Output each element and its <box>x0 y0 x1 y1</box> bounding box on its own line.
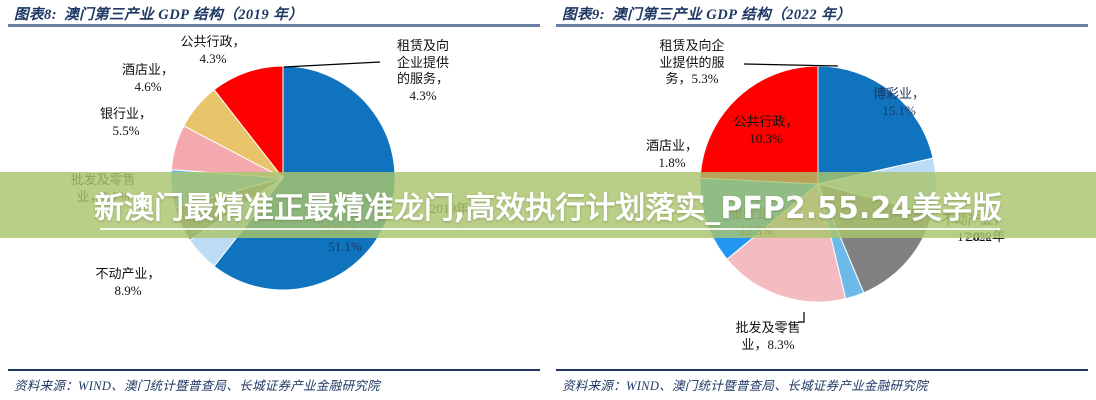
pie-slice[interactable] <box>699 65 819 185</box>
figure-title-text-left: 澳门第三产业 GDP 结构（2019 年） <box>64 7 304 23</box>
title-divider-right <box>556 24 1088 27</box>
pie-slice[interactable] <box>213 65 284 180</box>
source-note-right: 资料来源：WIND、澳门统计暨普查局、长城证券产业金融研究院 <box>562 379 928 393</box>
pie-label-租赁及向企业提供的服务: 租赁及向企 业提供的服 务，5.3% <box>659 38 725 87</box>
figure-title-left: 图表8: 澳门第三产业 GDP 结构（2019 年） <box>14 3 303 24</box>
year-annotation: 2019年 <box>430 201 470 216</box>
leader-line <box>283 61 381 68</box>
leader-lines <box>283 61 381 68</box>
pie-label-公共行政: 公共行政， 4.3% <box>180 34 246 66</box>
leader-lines <box>743 63 839 323</box>
pie-slice[interactable] <box>817 65 934 185</box>
leader-line <box>798 312 805 323</box>
pie-label-批发及零售业: 批发及零售 业，8.3% <box>735 320 801 352</box>
source-divider-left <box>8 369 540 371</box>
source-note-left: 资料来源：WIND、澳门统计暨普查局、长城证券产业金融研究院 <box>14 379 380 393</box>
pie-label-批发及零售业: 批发及零售 业，5.7% <box>70 172 136 204</box>
pie-label-公共行政: 公共行政， 10.3% <box>733 114 799 146</box>
figure-panel-right: 图表9: 澳门第三产业 GDP 结构（2022 年） 博彩业， 15.1% 租赁及向… <box>548 0 1096 400</box>
pie-chart-left: 博彩业， 51.1% 租赁及向 企业提供 的服务， 4.3% 公共行政， 4.3% 酒… <box>0 26 548 366</box>
year-annotation: 2022年 <box>966 229 1006 244</box>
pie-label-博彩业: 博彩业， 51.1% <box>318 222 371 254</box>
figure-panel-left: 图表8: 澳门第三产业 GDP 结构（2019 年） 博彩业， 51.1% 租赁及向… <box>0 3 548 393</box>
figure-number-right: 图表9: <box>562 7 606 23</box>
pie-label-酒店业: 酒店业， 1.8% <box>645 138 698 170</box>
pie-chart-right: 博彩业， 15.1% 租赁及向企 业提供的服 务，5.3% 公共行政， 10.3% 酒… <box>548 26 1096 366</box>
pie-label-银行业: 银行业， 12.5% <box>729 206 782 238</box>
figure-title-text-right: 澳门第三产业 GDP 结构（2022 年） <box>612 7 852 23</box>
figure-title-right: 图表9: 澳门第三产业 GDP 结构（2022 年） <box>562 3 851 24</box>
pie-label-酒店业: 酒店业， 4.6% <box>121 62 174 94</box>
figure-number-left: 图表8: <box>14 7 58 23</box>
pie-label-租赁及向企业提供的服务: 租赁及向 企业提供 的服务， 4.3% <box>396 38 449 103</box>
source-divider-right <box>556 369 1088 371</box>
pie-label-不动产业: 不动产业， 8.9% <box>95 266 161 298</box>
leader-line <box>743 63 839 67</box>
pie-label-银行业: 银行业， 5.5% <box>99 106 152 138</box>
title-divider-left <box>8 24 540 27</box>
pie-label-博彩业: 博彩业， 15.1% <box>872 86 925 118</box>
